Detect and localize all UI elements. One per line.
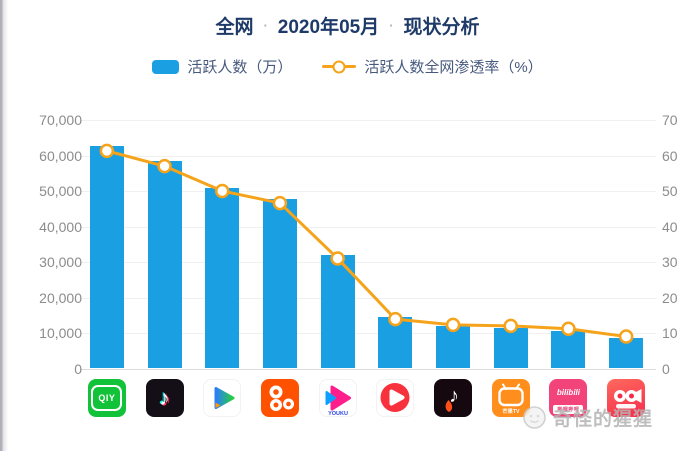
legend-item-penetration-rate[interactable]: 活跃人数全网渗透率（%）: [322, 56, 543, 77]
bar-抖音: [147, 161, 182, 369]
legend-label: 活跃人数（万）: [187, 59, 293, 76]
bar-series-swatch-icon: [152, 59, 180, 74]
watermark-gorilla-avatar: [523, 406, 546, 429]
app-icon-xigua-video: [376, 379, 415, 417]
y-axis-right-tick: 40: [662, 218, 678, 235]
app-icon-kuaishou: [260, 379, 299, 417]
kuaishou-express-camera-icon: [614, 389, 642, 409]
huoshan-note-flame-icon: ♪: [445, 385, 459, 412]
app-icon-mango-tv: 芒果TV: [491, 379, 530, 417]
y-axis-right-tick: 0: [662, 360, 670, 377]
title-dot-separator: ·: [389, 18, 394, 33]
y-axis-right-tick: 20: [662, 289, 678, 306]
bar-快手极速版: [609, 337, 644, 369]
iqiyi-logo-text: QIY: [98, 393, 116, 403]
chart-legend: 活跃人数（万） 活跃人数全网渗透率（%）: [0, 56, 695, 77]
gridline: [80, 155, 656, 157]
y-axis-right-tick: 60: [662, 147, 678, 164]
app-icon-youku: YOUKU: [318, 379, 357, 417]
y-axis-left-tick: 70,000: [39, 112, 82, 128]
mgtv-logo-text: 芒果TV: [502, 407, 520, 415]
app-icon-douyin-huoshan: ♪: [434, 379, 473, 417]
watermark: 奇怪的猩猩: [522, 404, 653, 431]
app-icon-kuaishou-express: [607, 379, 646, 417]
app-icon-bilibili: bilibili 哔哩哔哩: [549, 379, 588, 417]
youku-arrow-icon: YOUKU: [325, 385, 351, 417]
bar-快手: [262, 199, 297, 369]
x-axis-line: [80, 368, 656, 370]
title-segment-period: 2020年05月: [277, 17, 380, 38]
app-icon-douyin: ♪: [145, 379, 184, 417]
title-segment-scope: 全网: [215, 17, 254, 38]
y-axis-left-tick: 10,000: [39, 325, 82, 341]
left-page-edge: [0, 0, 8, 451]
youku-logo-text: YOUKU: [328, 411, 348, 417]
bilibili-banner-text: 哔哩哔哩: [553, 405, 584, 414]
mgtv-tv-icon: 芒果TV: [498, 383, 524, 415]
watermark-text: 奇怪的猩猩: [553, 409, 654, 430]
y-axis-left-tick: 30,000: [39, 254, 82, 270]
line-series-marker-icon: [322, 65, 357, 68]
y-axis-right-tick: 50: [662, 183, 678, 199]
y-axis-right-tick: 30: [662, 254, 678, 270]
iqiyi-ticket-frame: QIY: [91, 385, 123, 411]
douyin-note-icon: ♪: [159, 386, 170, 410]
bar-优酷: [320, 254, 355, 369]
chart-title: 全网 · 2020年05月 · 现状分析: [0, 12, 695, 39]
tencent-video-play-icon: [214, 387, 235, 409]
bar-哔哩哔哩: [551, 330, 586, 369]
y-axis-left-tick: 0: [74, 360, 82, 377]
legend-label: 活跃人数全网渗透率（%）: [364, 59, 543, 76]
y-axis-right-tick: 70: [662, 112, 678, 128]
y-axis-left-tick: 20,000: [39, 289, 82, 306]
title-segment-topic: 现状分析: [403, 17, 480, 38]
y-axis-right-tick: 10: [662, 325, 678, 341]
bar-腾讯视频: [205, 188, 240, 369]
y-axis-left-tick: 50,000: [39, 183, 82, 199]
bar-芒果TV: [493, 327, 528, 369]
bar-抖音火山版: [436, 325, 471, 369]
app-icon-iqiyi: QIY: [87, 379, 126, 417]
app-icon-tencent-video: [203, 379, 242, 417]
xigua-play-icon: [380, 383, 410, 412]
legend-item-active-users[interactable]: 活跃人数（万）: [152, 56, 292, 77]
gridline: [80, 120, 656, 121]
x-axis-app-icons: QIY ♪ YOUKU: [0, 0, 695, 417]
bar-爱奇艺: [89, 145, 124, 369]
y-axis-left-tick: 40,000: [39, 218, 82, 235]
bar-西瓜视频: [378, 316, 413, 369]
huoshan-note-glyph: ♪: [449, 385, 459, 407]
title-dot-separator: ·: [263, 18, 268, 33]
bilibili-logo-text: bilibili: [556, 388, 580, 397]
y-axis-left-tick: 60,000: [39, 147, 82, 164]
kuaishou-camera-icon: [269, 385, 294, 411]
